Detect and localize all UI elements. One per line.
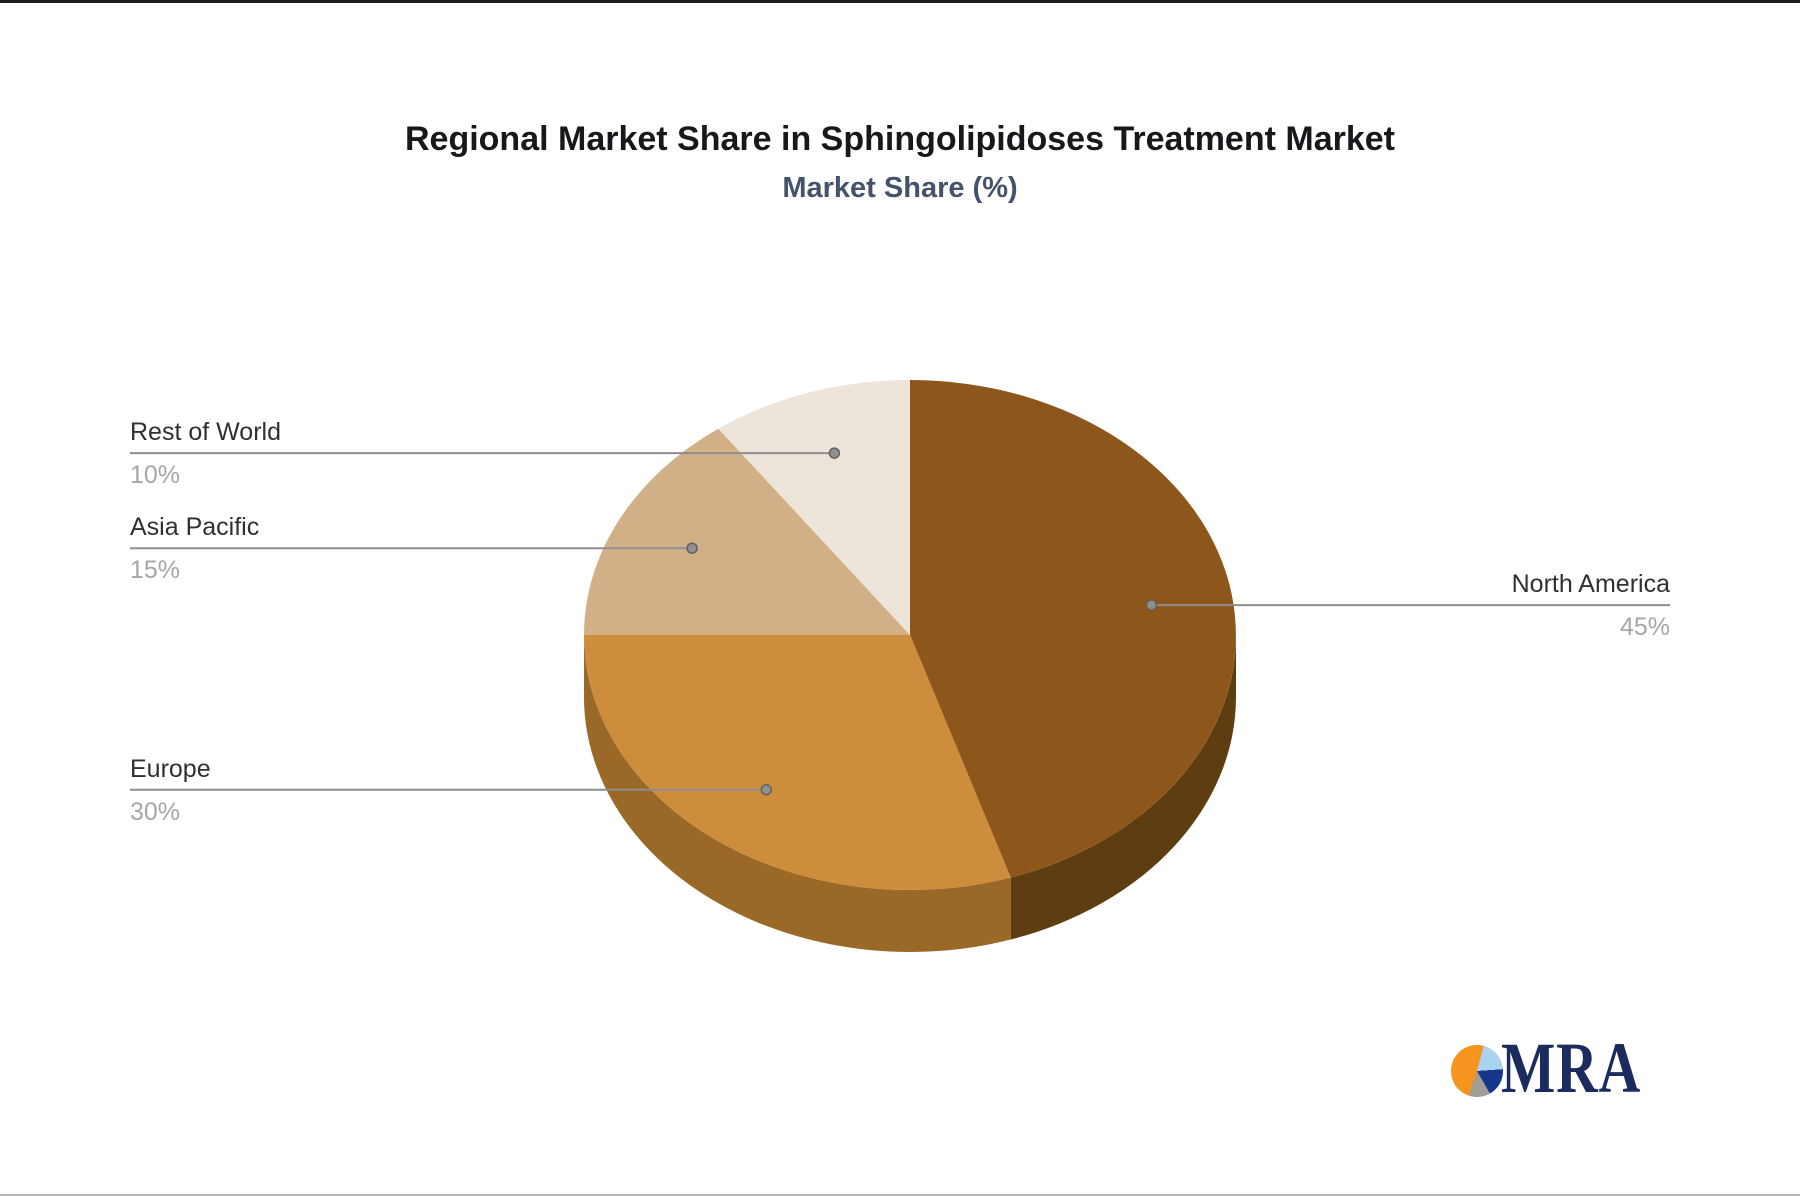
slice-label-2: Asia Pacific: [130, 513, 260, 542]
slice-pct-3: 10%: [130, 461, 181, 490]
pie-wall-0: [1010, 635, 1236, 940]
pie-slice-2: [584, 428, 910, 635]
leader-dot-3: [828, 447, 841, 459]
leader-dot-1: [760, 783, 773, 796]
slice-label-3: Rest of World: [130, 418, 281, 447]
slice-pct-2: 15%: [130, 556, 181, 585]
mra-logo: MRA: [1451, 1032, 1711, 1122]
mra-logo-pie-icon: [1451, 1045, 1503, 1097]
slice-pct-0: 45%: [1619, 613, 1670, 642]
slice-pct-1: 30%: [130, 797, 181, 826]
window-bottom-border: [0, 1194, 1800, 1196]
mra-logo-text: MRA: [1501, 1028, 1641, 1108]
pie-slice-1: [584, 635, 1011, 890]
slice-label-1: Europe: [130, 754, 211, 783]
pie-wall-1: [584, 635, 1011, 952]
window-top-border: [0, 0, 1800, 3]
chart-subtitle: Market Share (%): [782, 172, 1018, 204]
pie-slice-3: [718, 380, 910, 635]
chart-title: Regional Market Share in Sphingolipidose…: [404, 120, 1395, 158]
pie-slice-0: [910, 380, 1236, 878]
slice-label-0: North America: [1511, 570, 1670, 599]
leader-dot-2: [686, 542, 698, 554]
leader-dot-0: [1145, 599, 1158, 611]
